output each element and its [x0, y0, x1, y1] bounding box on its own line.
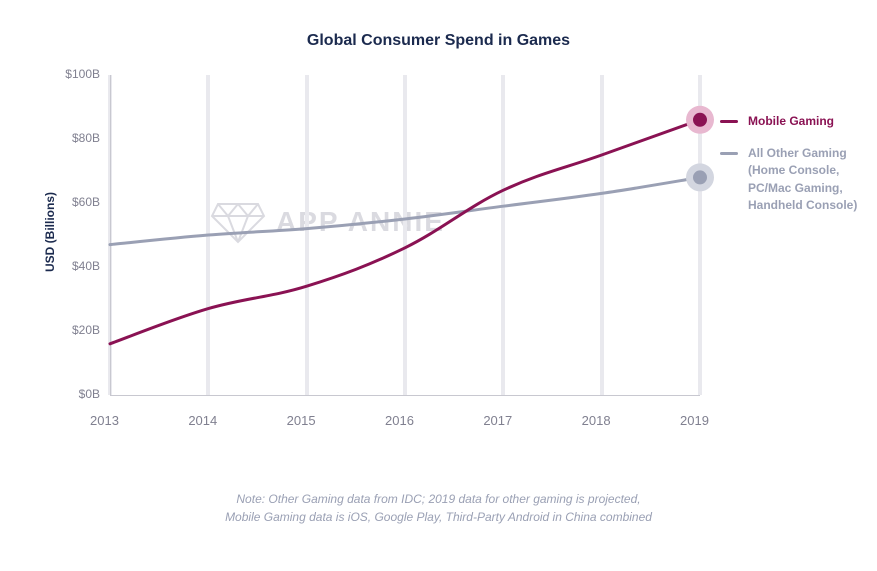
x-tick-label: 2019	[680, 413, 709, 428]
x-tick-label: 2018	[582, 413, 611, 428]
watermark-text: APP ANNIE	[276, 206, 445, 238]
gridline-vertical	[305, 75, 309, 395]
y-tick-label: $40B	[72, 259, 100, 273]
legend-label: Mobile Gaming	[748, 113, 834, 130]
chart-title: Global Consumer Spend in Games	[0, 32, 877, 50]
x-axis-line	[110, 395, 700, 396]
gridline-vertical	[206, 75, 210, 395]
y-axis-label: USD (Billions)	[43, 192, 57, 272]
y-tick-label: $0B	[79, 387, 100, 401]
y-axis-line	[110, 75, 111, 395]
y-tick-label: $20B	[72, 323, 100, 337]
gridline-vertical	[600, 75, 604, 395]
gridline-vertical	[501, 75, 505, 395]
y-tick-label: $60B	[72, 195, 100, 209]
series-svg	[0, 0, 877, 571]
legend-swatch	[720, 152, 738, 155]
x-tick-label: 2016	[385, 413, 414, 428]
legend-label: All Other Gaming (Home Console, PC/Mac G…	[748, 145, 857, 215]
footnote: Note: Other Gaming data from IDC; 2019 d…	[0, 490, 877, 526]
x-tick-label: 2017	[483, 413, 512, 428]
x-tick-label: 2014	[188, 413, 217, 428]
x-tick-label: 2015	[287, 413, 316, 428]
x-tick-label: 2013	[90, 413, 119, 428]
watermark: APP ANNIE	[210, 200, 445, 244]
diamond-icon	[210, 200, 266, 244]
y-tick-label: $80B	[72, 131, 100, 145]
gridline-vertical	[698, 75, 702, 395]
y-tick-label: $100B	[65, 67, 100, 81]
legend-swatch	[720, 120, 738, 123]
gridline-vertical	[403, 75, 407, 395]
